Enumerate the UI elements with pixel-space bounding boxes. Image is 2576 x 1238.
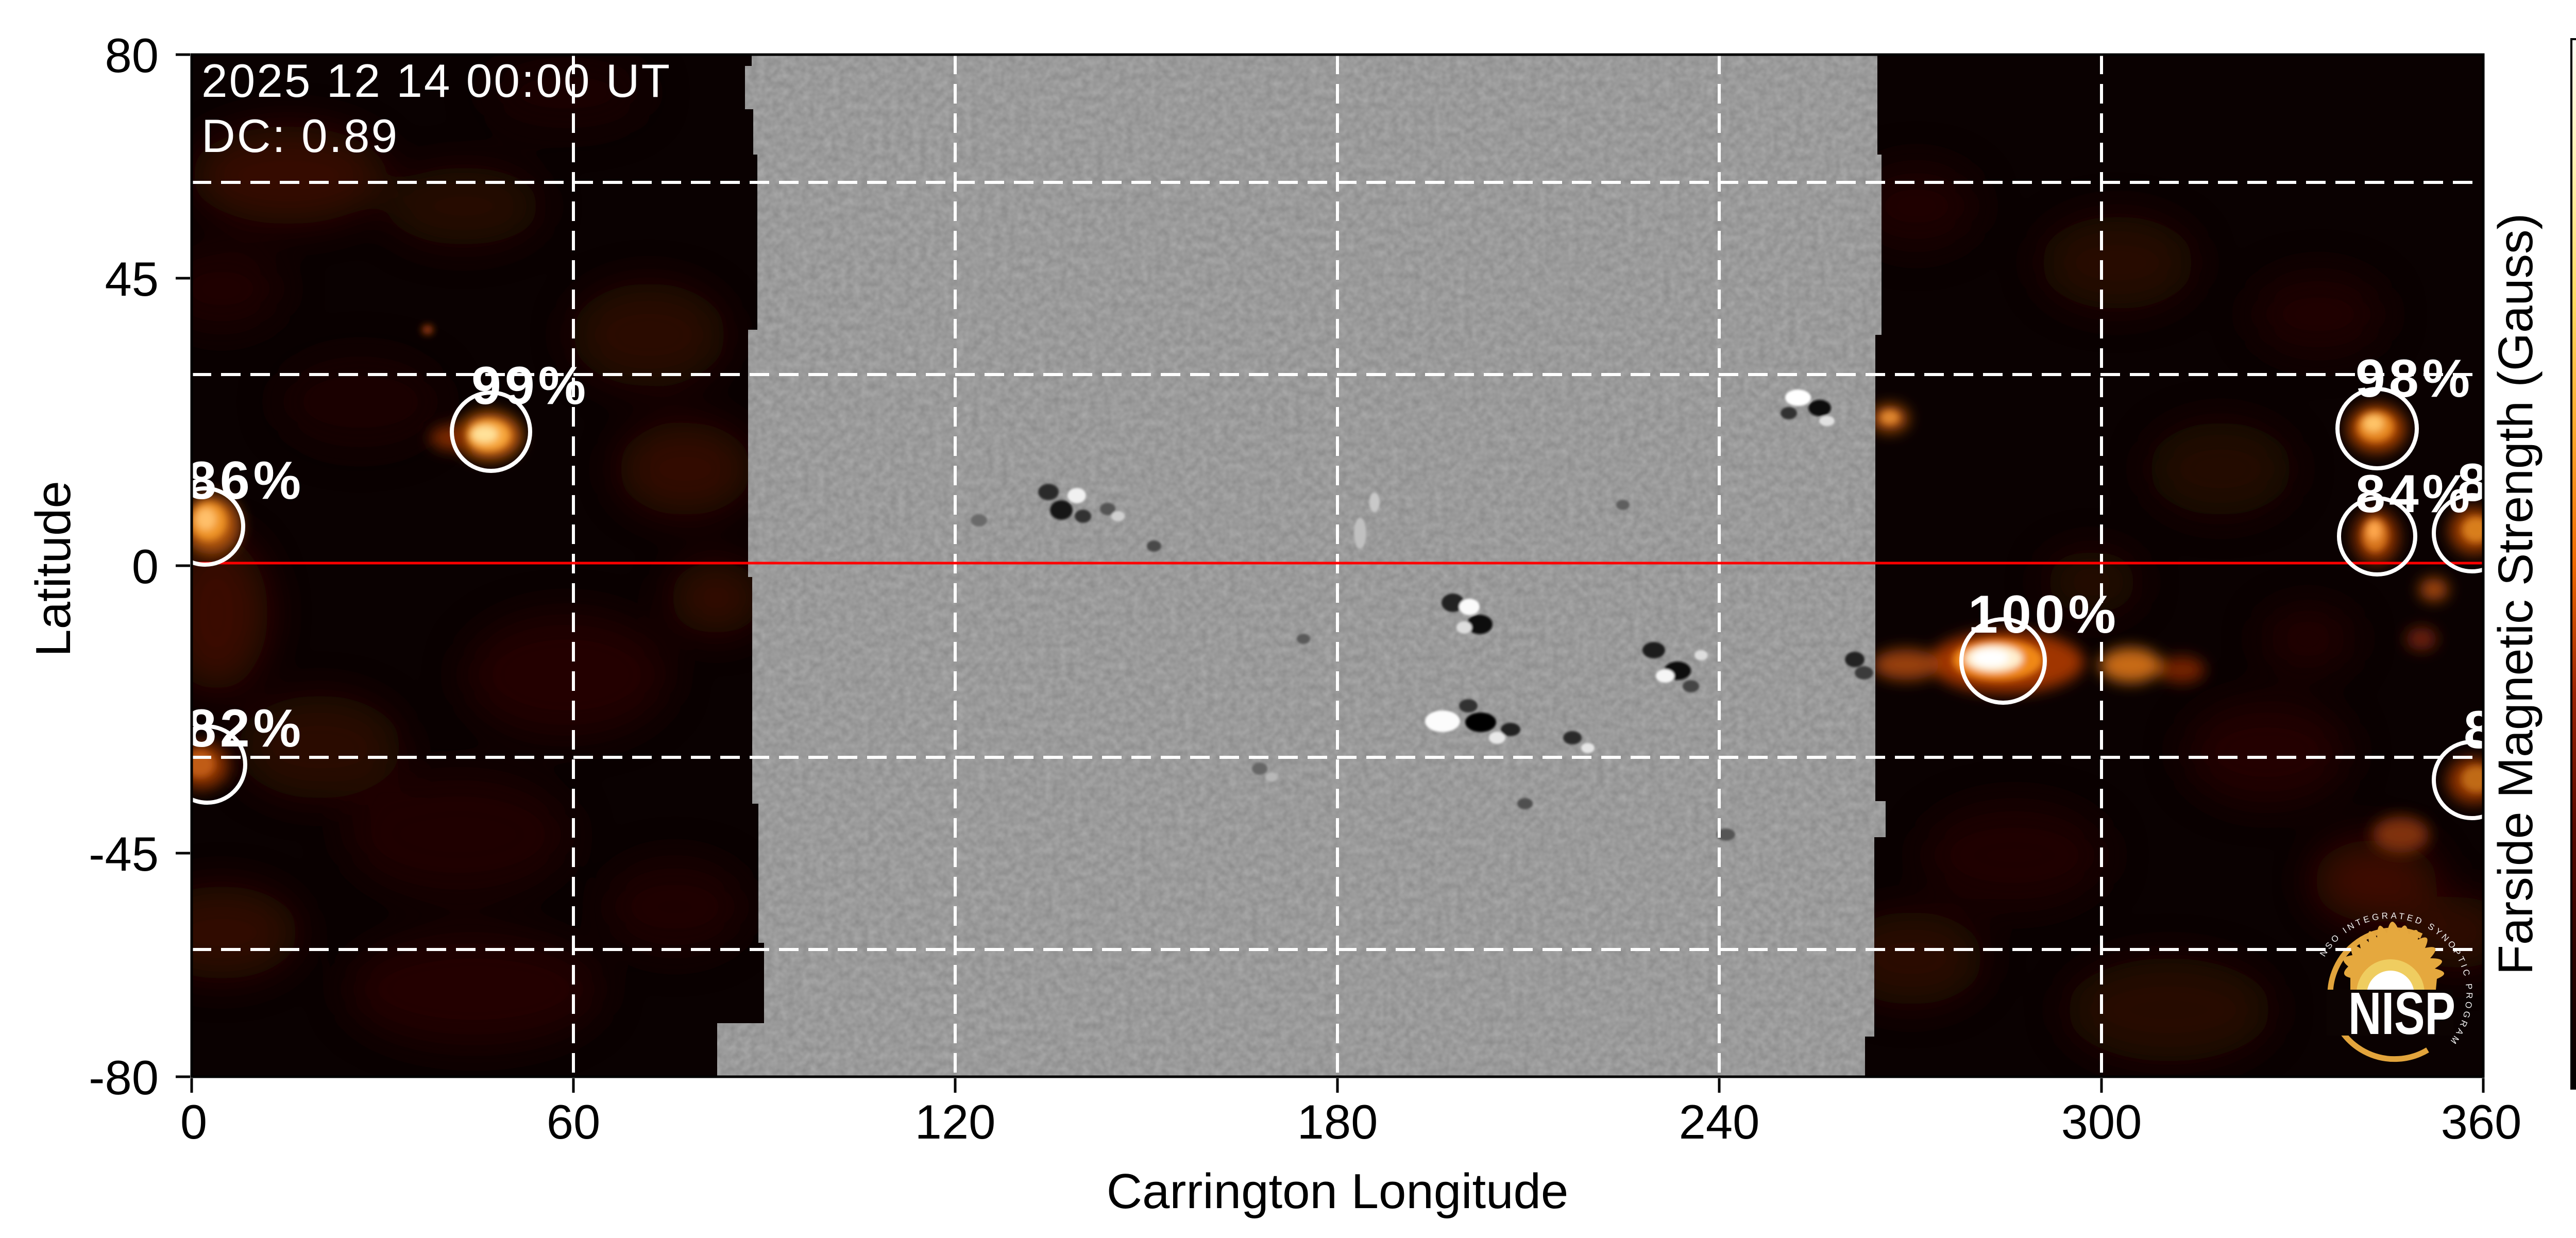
- svg-text:-45: -45: [89, 827, 159, 881]
- svg-text:8: 8: [2464, 700, 2497, 760]
- svg-text:84%: 84%: [2355, 464, 2473, 524]
- svg-text:2025 12 14 00:00 UT: 2025 12 14 00:00 UT: [201, 55, 671, 107]
- svg-text:0: 0: [132, 539, 159, 593]
- svg-text:Carrington Longitude: Carrington Longitude: [1107, 1164, 1569, 1219]
- svg-text:99%: 99%: [471, 356, 589, 416]
- svg-text:300: 300: [2061, 1095, 2142, 1149]
- svg-text:45: 45: [105, 252, 159, 306]
- svg-text:360: 360: [2441, 1095, 2522, 1149]
- svg-text:NISP: NISP: [2348, 980, 2455, 1047]
- svg-text:Farside Magnetic Strength (Gau: Farside Magnetic Strength (Gauss): [2488, 213, 2543, 975]
- svg-text:80: 80: [105, 28, 159, 82]
- svg-text:0: 0: [180, 1095, 207, 1149]
- svg-text:240: 240: [1679, 1095, 1760, 1149]
- svg-text:100%: 100%: [1968, 585, 2120, 645]
- svg-text:DC: 0.89: DC: 0.89: [201, 110, 399, 162]
- svg-text:98%: 98%: [2355, 349, 2473, 409]
- svg-text:80%: 80%: [2458, 453, 2575, 513]
- svg-text:120: 120: [915, 1095, 996, 1149]
- svg-text:Latitude: Latitude: [26, 481, 81, 657]
- svg-text:82%: 82%: [187, 699, 304, 758]
- svg-text:86%: 86%: [187, 451, 304, 511]
- svg-text:60: 60: [547, 1095, 601, 1149]
- svg-text:-80: -80: [89, 1050, 159, 1105]
- svg-text:180: 180: [1297, 1095, 1378, 1149]
